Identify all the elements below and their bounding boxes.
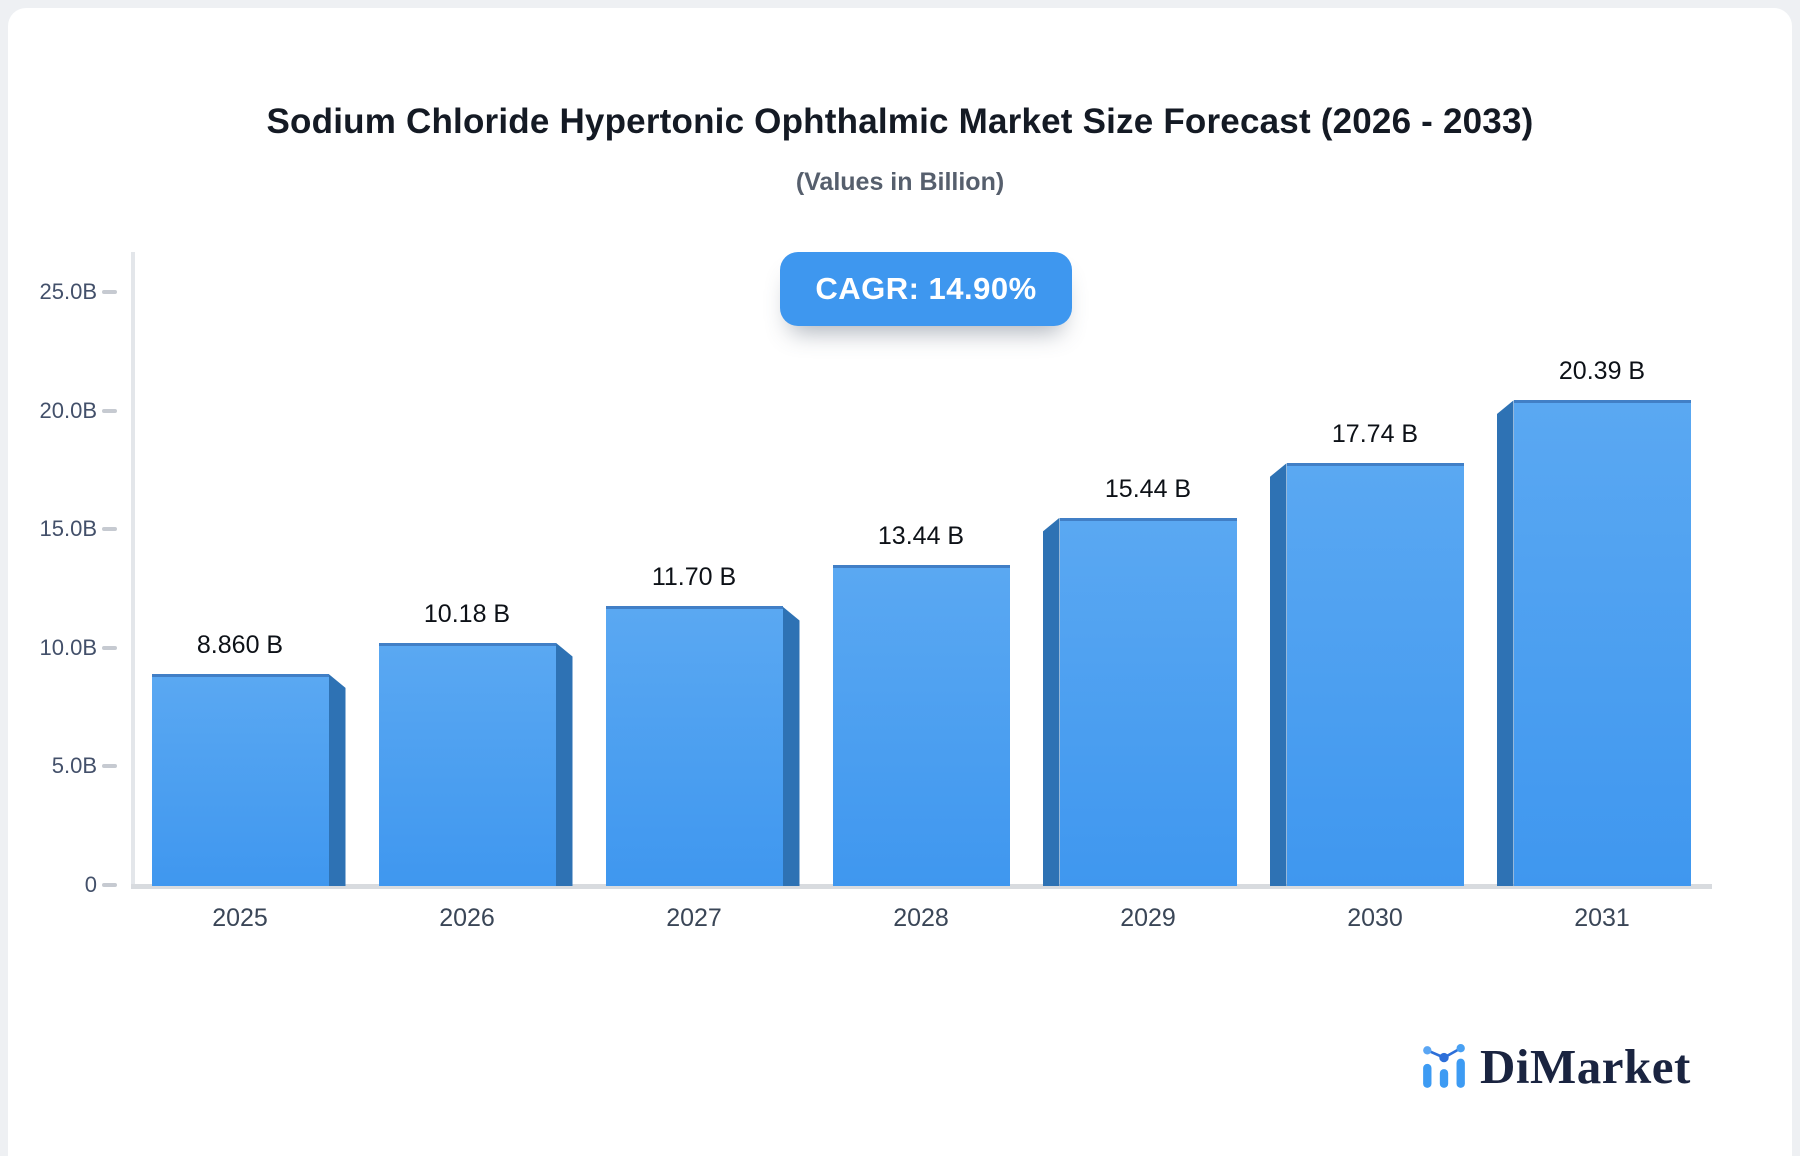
bar-value-label-2030: 17.74 B <box>1331 420 1419 449</box>
bar-3d-side-2026 <box>555 642 573 886</box>
x-axis-category-label-2029: 2029 <box>1120 904 1176 932</box>
bar-value-label-2028: 13.44 B <box>877 522 965 551</box>
logo-text: DiMarket <box>1480 1039 1691 1094</box>
bar-2028 <box>832 565 1010 886</box>
y-axis-tick-label: 10.0B <box>39 634 98 660</box>
x-axis-baseline <box>131 884 1712 889</box>
bar-2025 <box>151 673 329 886</box>
x-axis-category-label-2026: 2026 <box>439 904 495 932</box>
y-axis-tick-label: 0 <box>84 872 97 897</box>
bar-2026 <box>378 642 556 886</box>
cagr-badge: CAGR: 14.90% <box>780 252 1072 326</box>
y-axis-tick-mark <box>102 527 117 532</box>
bar-value-label-2025: 8.860 B <box>196 630 284 659</box>
bar-value-label-2029: 15.44 B <box>1104 474 1192 503</box>
y-axis-tick-label: 20.0B <box>39 397 98 423</box>
bar-3d-side-2025 <box>328 673 346 886</box>
bar-value-label-2031: 20.39 B <box>1558 357 1646 386</box>
x-axis-category-label-2027: 2027 <box>666 904 722 932</box>
bar-value-label-2027: 11.70 B <box>651 563 737 592</box>
x-axis-category-label-2025: 2025 <box>212 904 268 932</box>
bar-value-label-2026: 10.18 B <box>423 599 511 628</box>
bar-2031 <box>1513 400 1691 886</box>
dimarket-logo: DiMarket <box>1420 1038 1691 1095</box>
x-axis-category-label-2031: 2031 <box>1574 904 1630 932</box>
chart-subtitle: (Values in Billion) <box>795 168 1005 196</box>
bar-2030 <box>1286 463 1464 886</box>
y-axis-line <box>131 252 135 889</box>
bar-chart-trend-icon <box>1423 1043 1465 1088</box>
y-axis-tick-mark <box>102 290 117 294</box>
y-axis-tick-label: 25.0B <box>39 279 98 304</box>
bar-3d-side-2029 <box>1042 517 1060 886</box>
x-axis-category-label-2030: 2030 <box>1347 904 1403 932</box>
bar-2029 <box>1059 517 1237 886</box>
bar-3d-side-2031 <box>1496 400 1514 886</box>
y-axis-tick-label: 15.0B <box>39 516 98 542</box>
y-axis-tick-mark <box>102 645 117 650</box>
x-axis-category-label-2028: 2028 <box>893 904 949 932</box>
y-axis-tick-mark <box>102 408 117 413</box>
chart-title: Sodium Chloride Hypertonic Ophthalmic Ma… <box>266 102 1534 141</box>
y-axis-tick-mark <box>102 883 117 887</box>
y-axis-tick-mark <box>102 764 117 769</box>
bar-3d-side-2030 <box>1269 463 1287 886</box>
bar-2027 <box>605 606 783 886</box>
bar-3d-side-2027 <box>782 606 800 886</box>
y-axis-tick-label: 5.0B <box>51 753 97 779</box>
